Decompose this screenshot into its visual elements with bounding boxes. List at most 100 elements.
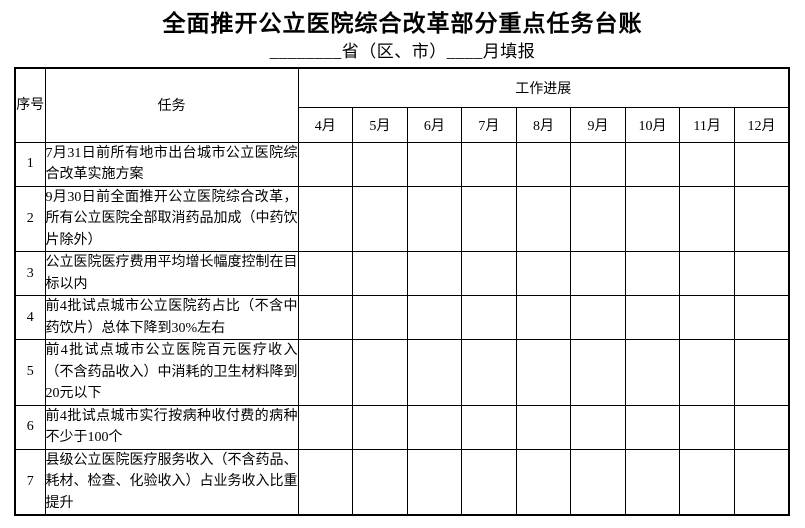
progress-cell: [733, 251, 790, 296]
progress-cell: [515, 185, 572, 252]
progress-cell: [406, 141, 463, 187]
table-row-2: 2 9月30日前全面推开公立医院综合改革，所有公立医院全部取消药品加成（中药饮片…: [14, 185, 790, 252]
progress-cell: [515, 448, 572, 516]
row-task: 县级公立医院医疗服务收入（不含药品、耗材、检查、化验收入）占业务收入比重提升: [44, 448, 299, 516]
column-header-task: 任务: [44, 67, 299, 143]
table-row-3: 3 公立医院医疗费用平均增长幅度控制在目标以内: [14, 251, 790, 296]
document-subtitle: ________省（区、市）____月填报: [269, 42, 536, 61]
progress-cell: [406, 448, 463, 516]
progress-cell: [570, 448, 626, 516]
progress-cell: [570, 141, 626, 187]
progress-cell: [624, 339, 681, 406]
progress-cell: [733, 448, 790, 516]
progress-cell: [297, 339, 354, 406]
table-row-7: 7 县级公立医院医疗服务收入（不含药品、耗材、检查、化验收入）占业务收入比重提升: [14, 448, 790, 516]
progress-cell: [624, 404, 681, 450]
progress-cell: [297, 295, 354, 340]
task-ledger-table: 序号 任务 工作进展 4月 5月 6月 7月 8月 9月 10月 11月 12月…: [14, 67, 790, 516]
column-header-month-jun: 6月: [406, 106, 463, 143]
row-serial: 3: [14, 251, 46, 296]
column-header-serial: 序号: [14, 67, 46, 143]
table-row-4: 4 前4批试点城市公立医院药占比（不含中药饮片）总体下降到30%左右: [14, 295, 790, 340]
progress-cell: [515, 295, 572, 340]
progress-cell: [406, 404, 463, 450]
column-header-month-may: 5月: [352, 106, 408, 143]
header-row-months: 4月 5月 6月 7月 8月 9月 10月 11月 12月: [15, 106, 790, 143]
column-header-month-aug: 8月: [515, 106, 572, 143]
row-serial: 1: [14, 141, 46, 187]
row-serial: 7: [14, 448, 46, 516]
document-title: 全面推开公立医院综合改革部分重点任务台账: [162, 11, 643, 36]
progress-cell: [461, 141, 517, 187]
progress-cell: [297, 141, 354, 187]
row-serial: 2: [14, 185, 46, 252]
row-serial: 6: [14, 404, 46, 450]
progress-cell: [624, 185, 681, 252]
row-task: 前4批试点城市实行按病种收付费的病种不少于100个: [44, 404, 299, 450]
progress-cell: [352, 251, 408, 296]
progress-cell: [733, 185, 790, 252]
progress-cell: [297, 404, 354, 450]
progress-cell: [733, 141, 790, 187]
progress-cell: [679, 251, 735, 296]
progress-cell: [733, 339, 790, 406]
progress-cell: [406, 185, 463, 252]
progress-cell: [624, 251, 681, 296]
row-task: 前4批试点城市公立医院百元医疗收入（不含药品收入）中消耗的卫生材料降到20元以下: [44, 339, 299, 406]
row-task: 9月30日前全面推开公立医院综合改革，所有公立医院全部取消药品加成（中药饮片除外…: [44, 185, 299, 252]
column-header-month-dec: 12月: [733, 106, 790, 143]
progress-cell: [624, 295, 681, 340]
column-header-month-apr: 4月: [297, 106, 354, 143]
table-row-6: 6 前4批试点城市实行按病种收付费的病种不少于100个: [14, 404, 790, 450]
row-serial: 5: [14, 339, 46, 406]
progress-cell: [570, 251, 626, 296]
progress-cell: [406, 339, 463, 406]
column-header-month-sep: 9月: [570, 106, 626, 143]
column-header-progress: 工作进展: [297, 67, 790, 108]
progress-cell: [352, 339, 408, 406]
row-task: 公立医院医疗费用平均增长幅度控制在目标以内: [44, 251, 299, 296]
progress-cell: [461, 339, 517, 406]
row-task: 7月31日前所有地市出台城市公立医院综合改革实施方案: [44, 141, 299, 187]
column-header-month-oct: 10月: [624, 106, 681, 143]
header-row-top: 序号 任务 工作进展: [14, 67, 790, 143]
progress-cell: [679, 448, 735, 516]
progress-cell: [461, 404, 517, 450]
progress-cell: [352, 295, 408, 340]
progress-cell: [461, 185, 517, 252]
progress-cell: [570, 295, 626, 340]
progress-cell: [570, 185, 626, 252]
progress-cell: [297, 448, 354, 516]
progress-cell: [679, 141, 735, 187]
progress-cell: [352, 185, 408, 252]
progress-cell: [679, 185, 735, 252]
progress-cell: [352, 404, 408, 450]
progress-cell: [406, 295, 463, 340]
progress-cell: [679, 404, 735, 450]
progress-cell: [624, 448, 681, 516]
progress-cell: [297, 185, 354, 252]
progress-cell: [406, 251, 463, 296]
progress-cell: [679, 339, 735, 406]
row-serial: 4: [14, 295, 46, 340]
progress-cell: [679, 295, 735, 340]
progress-cell: [624, 141, 681, 187]
progress-cell: [461, 251, 517, 296]
progress-cell: [461, 295, 517, 340]
progress-cell: [570, 404, 626, 450]
progress-cell: [515, 404, 572, 450]
progress-cell: [733, 404, 790, 450]
table-row-1: 1 7月31日前所有地市出台城市公立医院综合改革实施方案: [14, 141, 790, 187]
progress-cell: [352, 141, 408, 187]
progress-cell: [515, 141, 572, 187]
progress-cell: [733, 295, 790, 340]
progress-cell: [515, 251, 572, 296]
progress-cell: [570, 339, 626, 406]
progress-cell: [515, 339, 572, 406]
column-header-month-jul: 7月: [461, 106, 517, 143]
table-row-5: 5 前4批试点城市公立医院百元医疗收入（不含药品收入）中消耗的卫生材料降到20元…: [14, 339, 790, 406]
row-task: 前4批试点城市公立医院药占比（不含中药饮片）总体下降到30%左右: [44, 295, 299, 340]
progress-cell: [297, 251, 354, 296]
column-header-month-nov: 11月: [679, 106, 735, 143]
